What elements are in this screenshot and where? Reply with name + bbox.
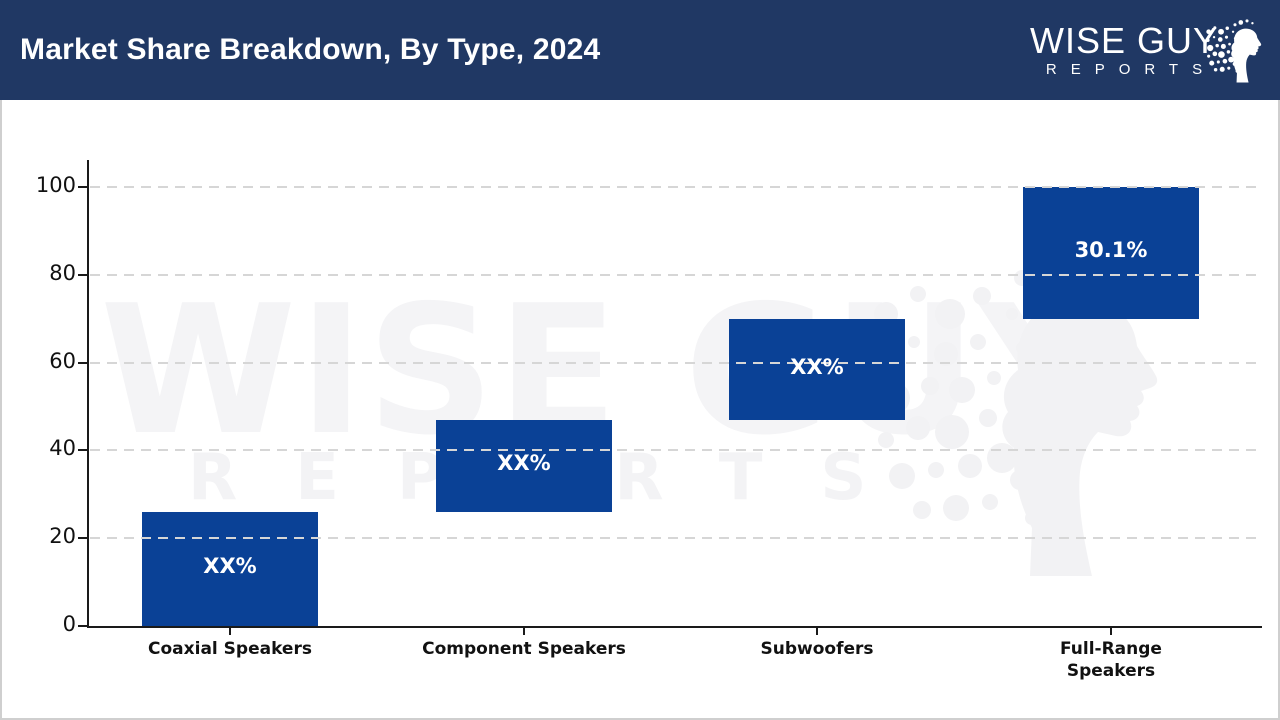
- y-tick-label-60: 60: [49, 348, 76, 373]
- bar-value-label-subwoofers: XX%: [790, 354, 844, 379]
- gridline-y-20: [90, 537, 1262, 540]
- y-tick-label-40: 40: [49, 436, 76, 461]
- x-axis-line: [87, 626, 1262, 628]
- x-category-label-component-speakers: Component Speakers: [422, 639, 626, 659]
- gridline-y-40: [90, 449, 1262, 452]
- x-tickmark-coaxial-speakers: [229, 628, 231, 635]
- header-band: Market Share Breakdown, By Type, 2024 WI…: [0, 0, 1280, 100]
- y-tickmark-40: [78, 449, 88, 452]
- bar-value-label-coaxial-speakers: XX%: [203, 553, 257, 578]
- page-title: Market Share Breakdown, By Type, 2024: [20, 33, 601, 66]
- bar-full-range-speakers: [1023, 187, 1199, 320]
- bar-value-label-component-speakers: XX%: [497, 450, 551, 475]
- wise-guy-logo: WISE GUY REPORTS: [1030, 8, 1266, 92]
- x-tickmark-subwoofers: [816, 628, 818, 635]
- bar-component-speakers: [436, 420, 612, 512]
- gridline-y-60: [90, 361, 1262, 364]
- y-tick-label-100: 100: [35, 173, 76, 197]
- y-tick-label-80: 80: [49, 260, 76, 285]
- x-category-label-subwoofers: Subwoofers: [760, 639, 874, 659]
- y-axis-line: [87, 160, 89, 628]
- logo-text: WISE GUY REPORTS: [1029, 20, 1218, 78]
- y-tickmark-0: [78, 625, 88, 627]
- y-tickmark-60: [78, 361, 88, 364]
- bar-subwoofers: [729, 319, 905, 421]
- y-tickmark-80: [78, 273, 88, 276]
- logo-wordmark: WISE GUY: [1029, 20, 1218, 61]
- bar-value-label-full-range-speakers: 30.1%: [1074, 238, 1148, 263]
- x-tickmark-component-speakers: [523, 628, 525, 635]
- y-tickmark-100: [78, 186, 88, 188]
- wise-guy-head-icon: [1204, 8, 1266, 92]
- x-tickmark-full-range-speakers: [1110, 628, 1112, 635]
- y-tick-label-0: 0: [62, 612, 76, 636]
- x-category-label-full-range-speakers: Full-Range Speakers: [1060, 639, 1162, 682]
- logo-subtext: REPORTS: [1045, 61, 1217, 78]
- gridline-y-100: [90, 186, 1262, 188]
- gridline-y-80: [90, 273, 1262, 276]
- y-tickmark-20: [78, 537, 88, 540]
- y-tick-label-20: 20: [49, 524, 76, 549]
- bar-coaxial-speakers: [142, 511, 318, 626]
- x-category-label-coaxial-speakers: Coaxial Speakers: [148, 639, 312, 659]
